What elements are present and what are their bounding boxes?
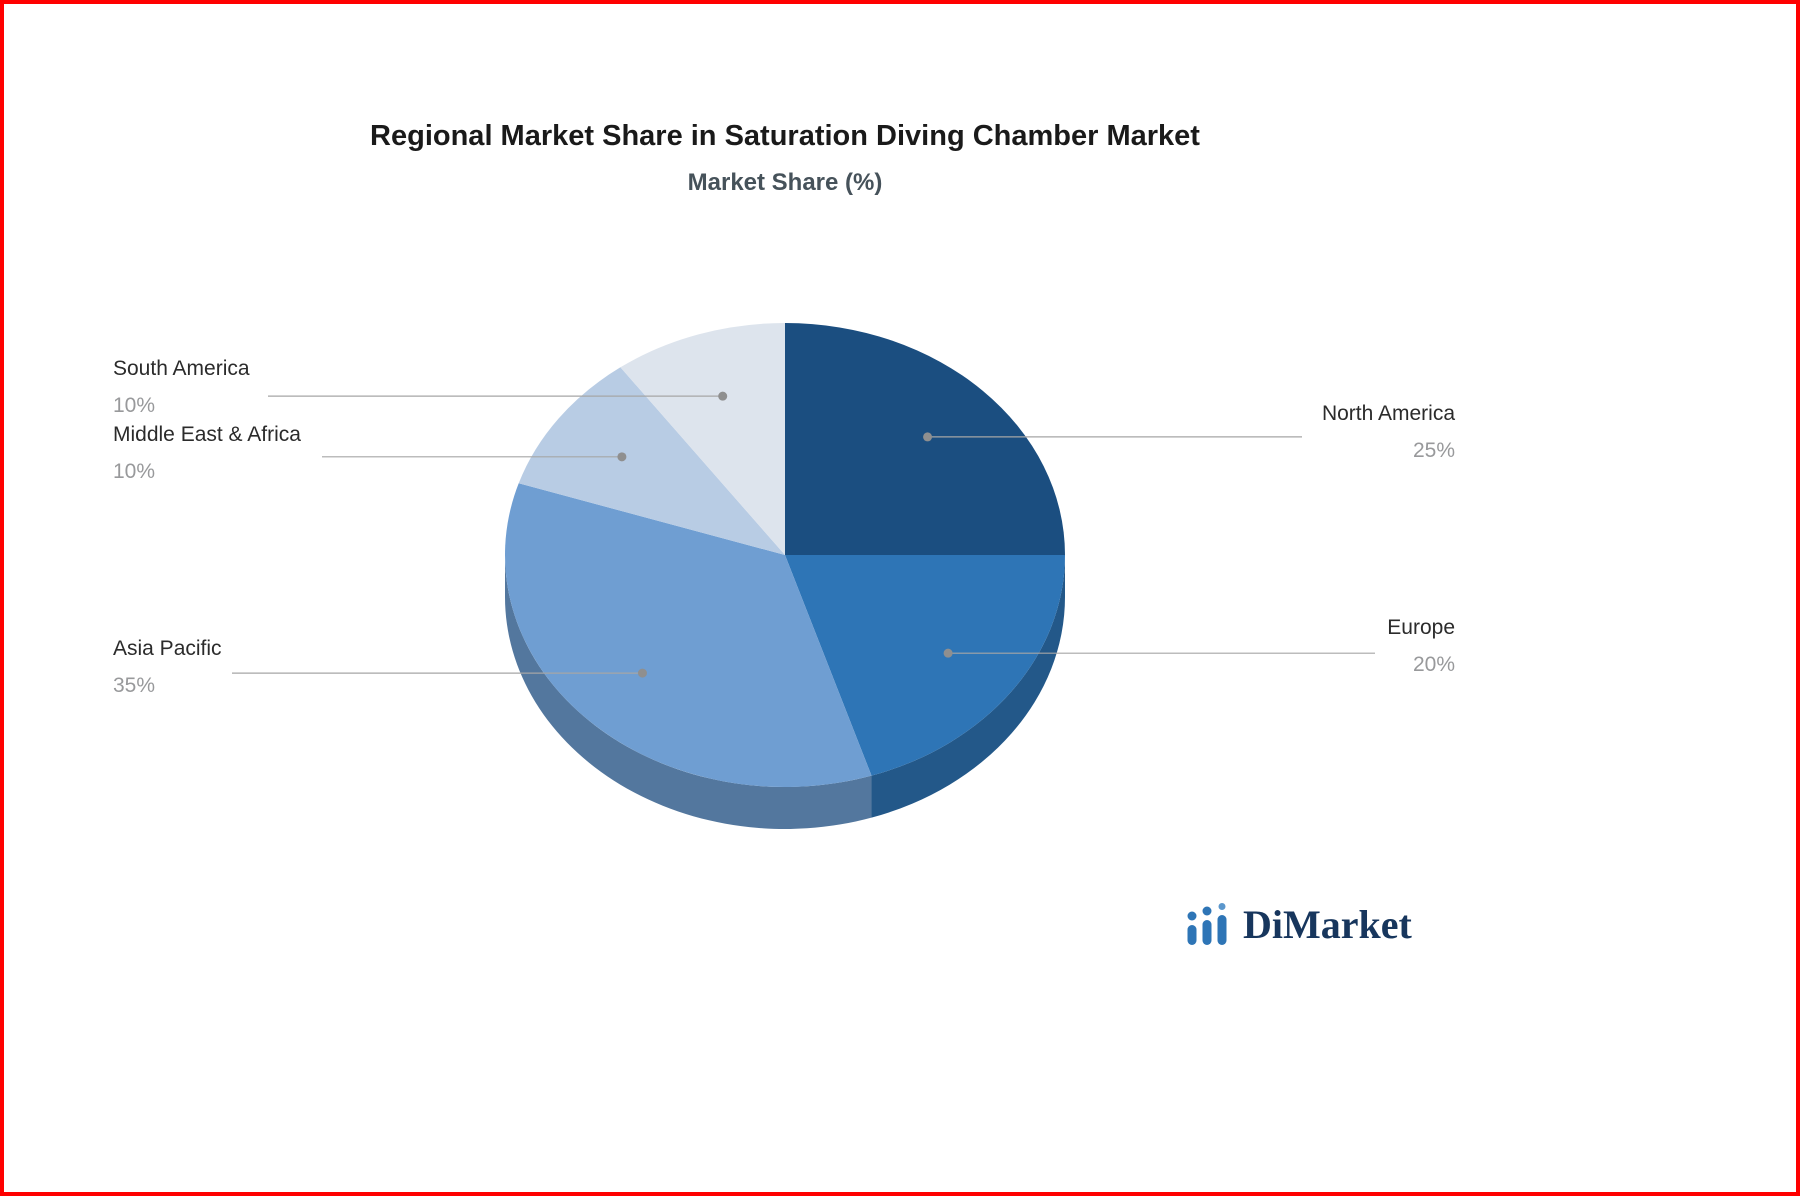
callout-asia-pacific: Asia Pacific 35% (113, 637, 222, 698)
slice-label: Asia Pacific (113, 637, 222, 660)
slice-label: South America (113, 357, 250, 380)
dimarket-logo-text: DiMarket (1243, 902, 1412, 947)
slice-value: 25% (1412, 439, 1455, 462)
callout-middle-east-africa: Middle East & Africa 10% (113, 423, 301, 484)
slice-label: Middle East & Africa (113, 423, 301, 446)
slice-value: 20% (1412, 653, 1455, 676)
chart-title: Regional Market Share in Saturation Divi… (370, 120, 1200, 152)
chart-subtitle: Market Share (%) (687, 169, 883, 196)
callout-europe: Europe 20% (1387, 616, 1455, 677)
slice-value: 35% (113, 674, 156, 697)
slice-label: North America (1321, 402, 1455, 425)
callout-south-america: South America 10% (113, 357, 250, 418)
dimarket-logo: DiMarket (1185, 903, 1412, 945)
bar-chart-logo-icon (1187, 903, 1227, 945)
slice-label: Europe (1387, 616, 1455, 639)
callout-north-america: North America 25% (1322, 402, 1455, 463)
slice-value: 10% (113, 394, 156, 417)
slice-value: 10% (113, 460, 156, 483)
